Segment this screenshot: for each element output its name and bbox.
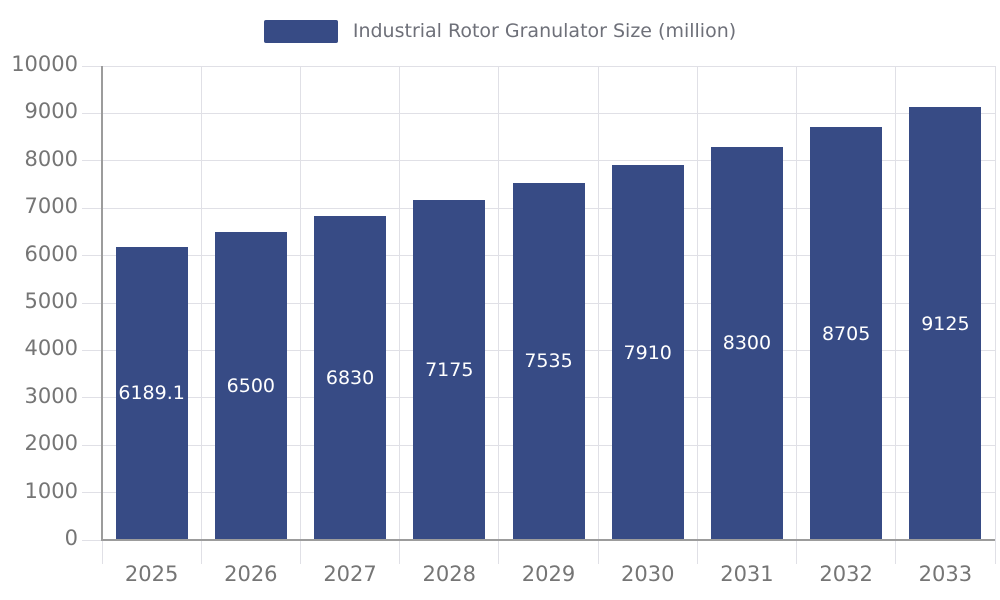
y-axis-label: 3000 bbox=[24, 383, 78, 408]
y-axis-label: 4000 bbox=[24, 336, 78, 361]
x-axis-label: 2025 bbox=[124, 562, 179, 586]
y-tick bbox=[82, 539, 102, 541]
x-tick bbox=[299, 540, 301, 564]
x-axis-label: 2030 bbox=[620, 562, 675, 586]
y-axis-label: 10000 bbox=[11, 52, 78, 76]
bar-value-label: 7175 bbox=[425, 358, 474, 381]
x-axis-label: 2032 bbox=[819, 562, 873, 586]
x-axis-label: 2029 bbox=[521, 562, 576, 586]
bar-value-label: 9125 bbox=[921, 312, 970, 335]
x-gridline bbox=[200, 66, 202, 540]
x-tick bbox=[895, 540, 897, 564]
y-tick bbox=[82, 255, 102, 257]
bar-2030: 7910 bbox=[611, 165, 684, 540]
y-tick bbox=[82, 160, 102, 162]
x-axis-label: 2028 bbox=[422, 562, 476, 586]
y-tick bbox=[82, 207, 102, 209]
bar-2032: 8705 bbox=[810, 127, 883, 540]
bar-value-label: 8705 bbox=[821, 322, 871, 345]
x-tick bbox=[994, 540, 996, 564]
x-gridline bbox=[299, 66, 301, 540]
y-axis-label: 0 bbox=[64, 526, 78, 550]
x-gridline bbox=[994, 66, 996, 540]
y-tick bbox=[82, 65, 102, 67]
bar-2029: 7535 bbox=[512, 182, 585, 540]
x-tick bbox=[498, 540, 500, 564]
x-gridline bbox=[498, 66, 500, 540]
y-axis-label: 9000 bbox=[24, 99, 78, 124]
x-tick bbox=[399, 540, 401, 564]
x-gridline bbox=[895, 66, 897, 540]
x-axis-label: 2033 bbox=[918, 562, 973, 586]
x-gridline bbox=[597, 66, 599, 540]
y-tick bbox=[82, 444, 102, 446]
bar-2026: 6500 bbox=[214, 231, 287, 540]
y-axis-line bbox=[101, 66, 103, 541]
x-tick bbox=[200, 540, 202, 564]
bar-value-label: 6500 bbox=[226, 374, 275, 397]
bar-value-label: 6189.1 bbox=[118, 382, 185, 405]
bar-value-label: 7535 bbox=[524, 350, 573, 373]
bar-2025: 6189.1 bbox=[115, 246, 188, 540]
y-gridline bbox=[102, 65, 995, 67]
bar-value-label: 6830 bbox=[325, 367, 375, 390]
y-axis-label: 7000 bbox=[24, 194, 78, 219]
legend-item[interactable]: Industrial Rotor Granulator Size (millio… bbox=[0, 20, 1000, 43]
legend-swatch bbox=[263, 20, 338, 43]
y-axis-label: 6000 bbox=[24, 241, 78, 266]
y-tick bbox=[82, 349, 102, 351]
y-axis-label: 5000 bbox=[24, 289, 78, 313]
y-axis-label: 2000 bbox=[24, 431, 78, 456]
x-axis-label: 2026 bbox=[224, 562, 278, 586]
y-tick bbox=[82, 112, 102, 114]
y-tick bbox=[82, 397, 102, 399]
y-tick bbox=[82, 302, 102, 304]
y-tick bbox=[82, 492, 102, 494]
y-axis-label: 1000 bbox=[24, 478, 78, 503]
y-gridline bbox=[102, 160, 995, 162]
y-axis-label: 8000 bbox=[24, 146, 78, 171]
x-tick bbox=[597, 540, 599, 564]
x-tick bbox=[101, 540, 103, 564]
x-tick bbox=[796, 540, 798, 564]
legend-label: Industrial Rotor Granulator Size (millio… bbox=[352, 20, 737, 42]
x-gridline bbox=[696, 66, 698, 540]
x-gridline bbox=[399, 66, 401, 540]
bar-2031: 8300 bbox=[710, 146, 783, 540]
bar-2033: 9125 bbox=[909, 107, 982, 540]
x-axis-line bbox=[102, 539, 995, 541]
bar-2027: 6830 bbox=[314, 216, 387, 540]
bar-value-label: 8300 bbox=[722, 332, 772, 355]
x-axis-label: 2027 bbox=[323, 562, 377, 586]
bar-2028: 7175 bbox=[413, 199, 486, 540]
x-axis-label: 2031 bbox=[720, 562, 774, 586]
bar-value-label: 7910 bbox=[623, 341, 672, 364]
y-gridline bbox=[102, 112, 995, 114]
x-gridline bbox=[796, 66, 798, 540]
x-tick bbox=[696, 540, 698, 564]
